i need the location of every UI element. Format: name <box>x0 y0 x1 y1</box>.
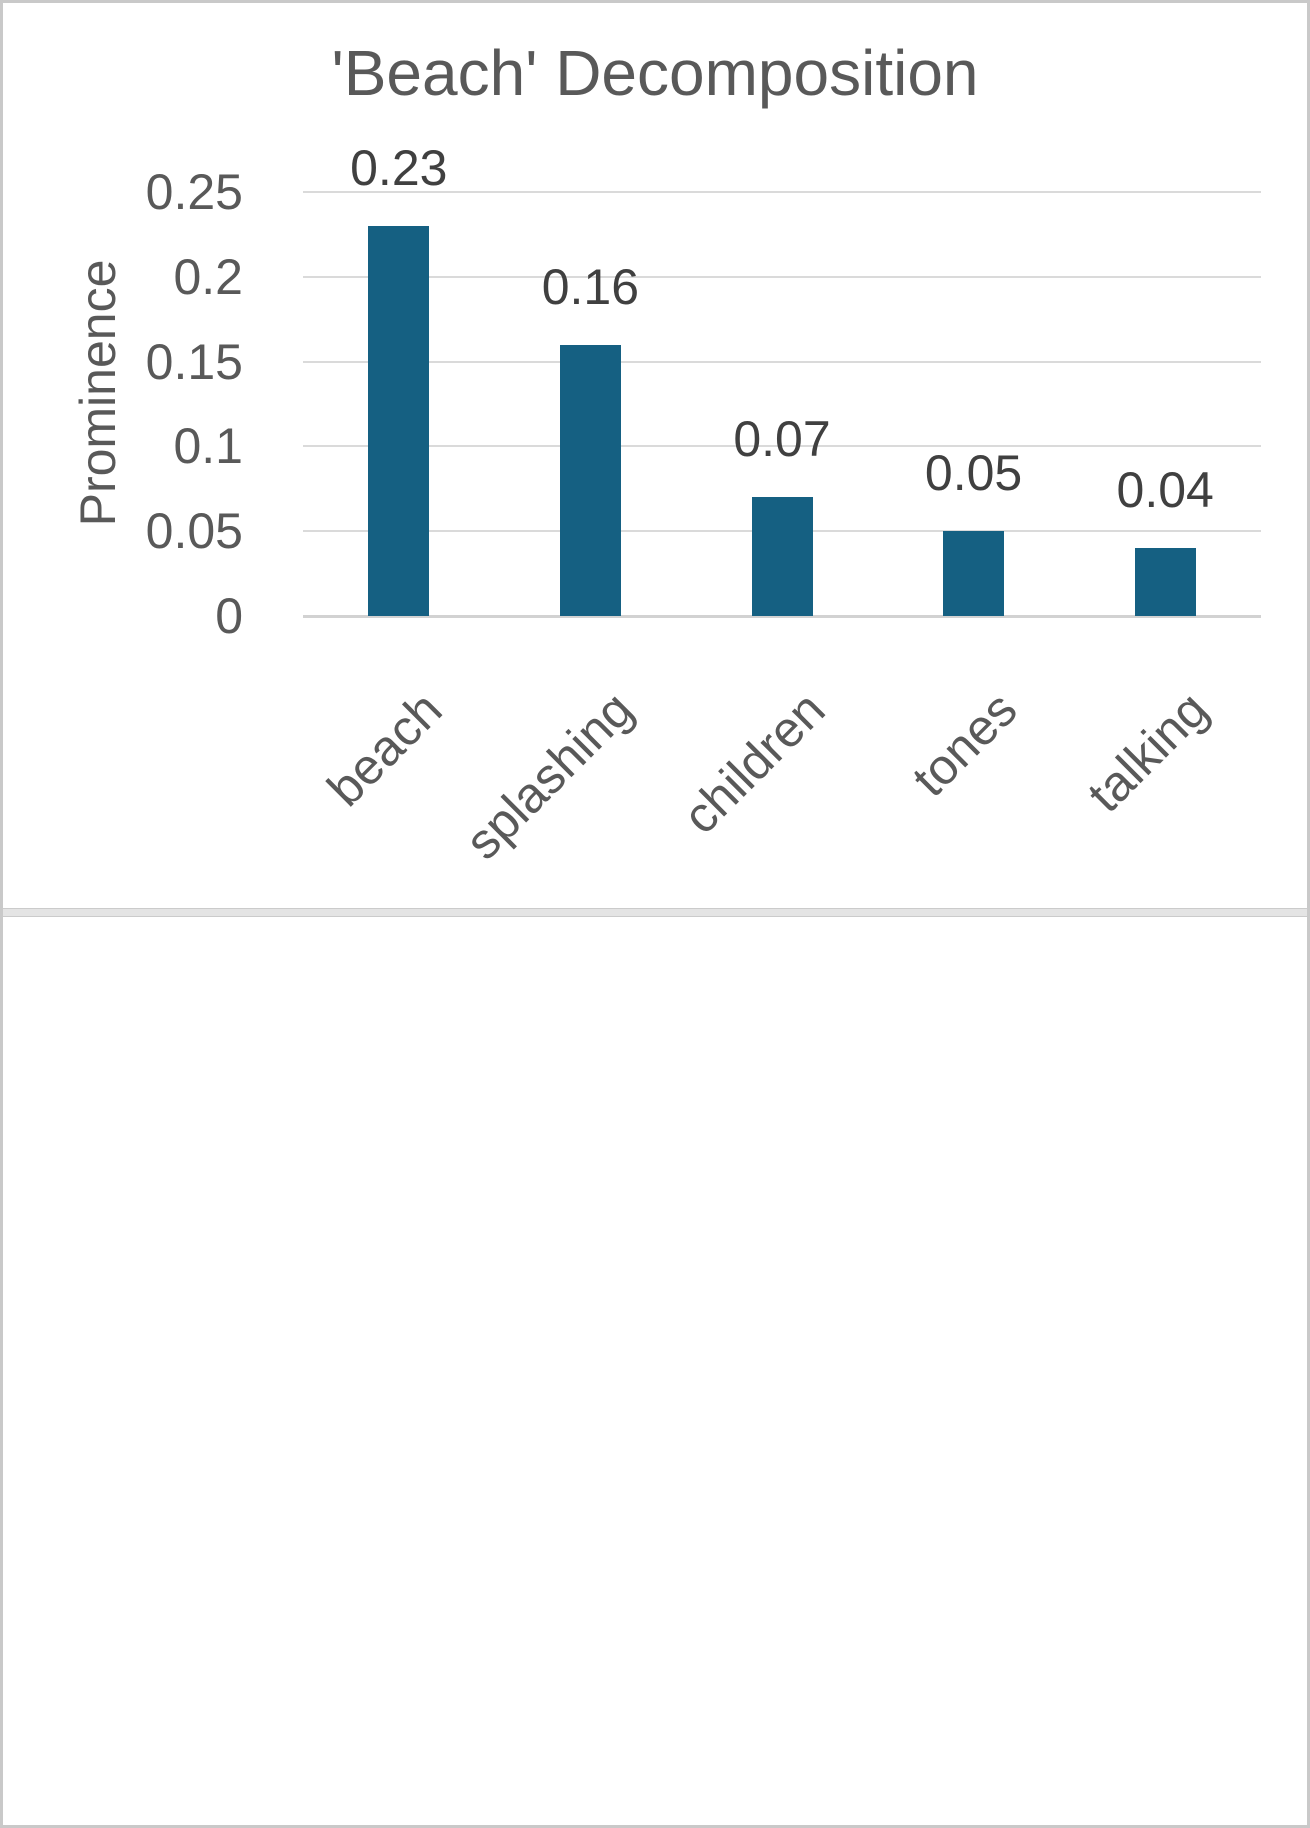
gridline <box>303 191 1261 193</box>
y-tick-label: 0.15 <box>145 333 243 390</box>
bar-talking <box>1134 548 1196 616</box>
bar-children <box>751 497 813 616</box>
data-label-beach: 0.23 <box>350 140 448 196</box>
siren-chart-panel: 'Siren' Decomposition Prominence 0.20.15… <box>3 917 1307 1825</box>
y-tick-label: 0.05 <box>145 503 243 560</box>
beach-chart-title: 'Beach' Decomposition <box>331 37 979 109</box>
beach-chart-panel: 'Beach' Decomposition Prominence 0.25 0.2… <box>3 3 1307 908</box>
data-label-talking: 0.04 <box>1116 462 1214 518</box>
data-label-children: 0.07 <box>733 411 831 467</box>
gridline <box>303 275 1261 278</box>
gridline <box>303 360 1261 363</box>
data-label-tones: 0.05 <box>924 445 1023 501</box>
gridline <box>303 445 1261 448</box>
bar-beach <box>368 226 430 616</box>
x-axis-line <box>303 615 1261 618</box>
bar-splashing <box>559 345 621 616</box>
panel-divider <box>3 908 1307 917</box>
y-tick-label: 0.25 <box>145 164 243 220</box>
y-tick-label: 0.1 <box>173 418 243 475</box>
y-tick-label: 0.2 <box>173 248 243 305</box>
y-tick-label: 0 <box>215 588 243 644</box>
bar-tones <box>943 531 1005 616</box>
data-label-splashing: 0.16 <box>541 259 640 315</box>
